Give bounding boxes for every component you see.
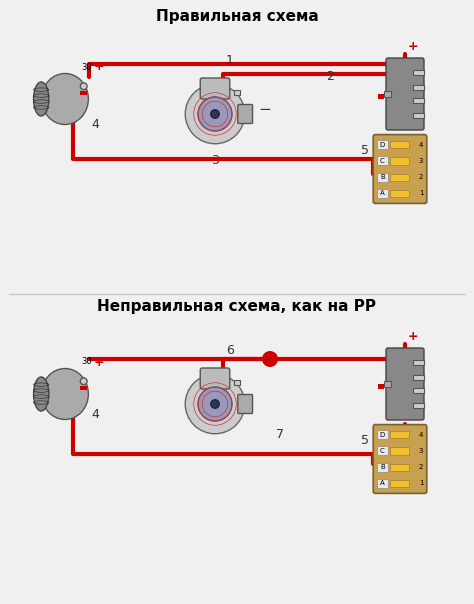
- Bar: [413, 388, 424, 393]
- Bar: [377, 479, 388, 488]
- Ellipse shape: [185, 84, 245, 144]
- Bar: [390, 480, 410, 487]
- FancyBboxPatch shape: [386, 58, 424, 130]
- Text: 2: 2: [419, 464, 423, 470]
- Bar: [390, 141, 410, 149]
- Ellipse shape: [211, 110, 219, 118]
- Bar: [390, 157, 410, 164]
- Text: −: −: [259, 101, 272, 117]
- Ellipse shape: [185, 374, 245, 434]
- Ellipse shape: [198, 387, 232, 421]
- Text: 6: 6: [226, 344, 234, 358]
- Ellipse shape: [42, 74, 88, 124]
- Ellipse shape: [42, 368, 88, 420]
- Bar: [377, 430, 388, 439]
- FancyBboxPatch shape: [238, 104, 253, 123]
- Text: B: B: [380, 464, 385, 470]
- Text: 3: 3: [419, 158, 423, 164]
- Text: +: +: [408, 330, 419, 344]
- Text: 1: 1: [419, 480, 423, 486]
- Ellipse shape: [34, 82, 49, 116]
- Bar: [80, 91, 87, 95]
- Text: 1: 1: [419, 190, 423, 196]
- Text: B: B: [380, 174, 385, 180]
- Text: 5: 5: [361, 144, 369, 158]
- FancyBboxPatch shape: [200, 368, 230, 389]
- Text: D: D: [380, 432, 385, 438]
- FancyBboxPatch shape: [200, 78, 230, 99]
- Bar: [390, 190, 410, 197]
- Text: Правильная схема: Правильная схема: [155, 9, 319, 24]
- FancyBboxPatch shape: [386, 348, 424, 420]
- Text: A: A: [380, 190, 385, 196]
- Text: 3: 3: [419, 448, 423, 454]
- Text: 3: 3: [211, 153, 219, 167]
- Text: 2: 2: [326, 69, 334, 83]
- Text: C: C: [380, 448, 385, 454]
- Bar: [413, 374, 424, 380]
- Bar: [390, 463, 410, 471]
- FancyBboxPatch shape: [373, 425, 427, 493]
- Bar: [377, 173, 388, 182]
- Text: C: C: [380, 158, 385, 164]
- Ellipse shape: [34, 377, 49, 411]
- Bar: [390, 431, 410, 439]
- FancyBboxPatch shape: [238, 394, 253, 414]
- Bar: [377, 463, 388, 472]
- Bar: [234, 380, 240, 385]
- Bar: [413, 70, 424, 76]
- Text: +: +: [94, 356, 104, 368]
- Ellipse shape: [80, 378, 87, 385]
- Circle shape: [262, 351, 278, 367]
- Bar: [413, 113, 424, 118]
- Text: 4: 4: [419, 432, 423, 438]
- Text: 4: 4: [419, 142, 423, 148]
- Bar: [378, 94, 384, 99]
- Bar: [377, 156, 388, 165]
- Text: 4: 4: [91, 118, 99, 130]
- Bar: [390, 173, 410, 181]
- Bar: [384, 91, 391, 97]
- Bar: [413, 403, 424, 408]
- Text: D: D: [380, 142, 385, 148]
- FancyBboxPatch shape: [373, 135, 427, 204]
- Text: 5: 5: [361, 434, 369, 448]
- Bar: [413, 98, 424, 103]
- Bar: [390, 448, 410, 454]
- Text: Неправильная схема, как на РР: Неправильная схема, как на РР: [98, 299, 376, 314]
- Text: 1: 1: [226, 54, 234, 68]
- Bar: [377, 189, 388, 198]
- Bar: [384, 382, 391, 387]
- Bar: [377, 446, 388, 455]
- Text: 4: 4: [91, 408, 99, 420]
- Bar: [377, 140, 388, 149]
- Text: A: A: [380, 480, 385, 486]
- Text: 30: 30: [82, 62, 92, 71]
- Text: 7: 7: [276, 428, 284, 440]
- Bar: [413, 85, 424, 90]
- Ellipse shape: [80, 83, 87, 89]
- Bar: [234, 90, 240, 95]
- Text: +: +: [94, 60, 104, 74]
- Ellipse shape: [211, 400, 219, 408]
- Text: +: +: [408, 40, 419, 54]
- Bar: [80, 387, 87, 390]
- Bar: [413, 360, 424, 365]
- Ellipse shape: [198, 97, 232, 131]
- Bar: [378, 384, 384, 389]
- Text: 2: 2: [419, 174, 423, 180]
- Text: 30: 30: [82, 358, 92, 367]
